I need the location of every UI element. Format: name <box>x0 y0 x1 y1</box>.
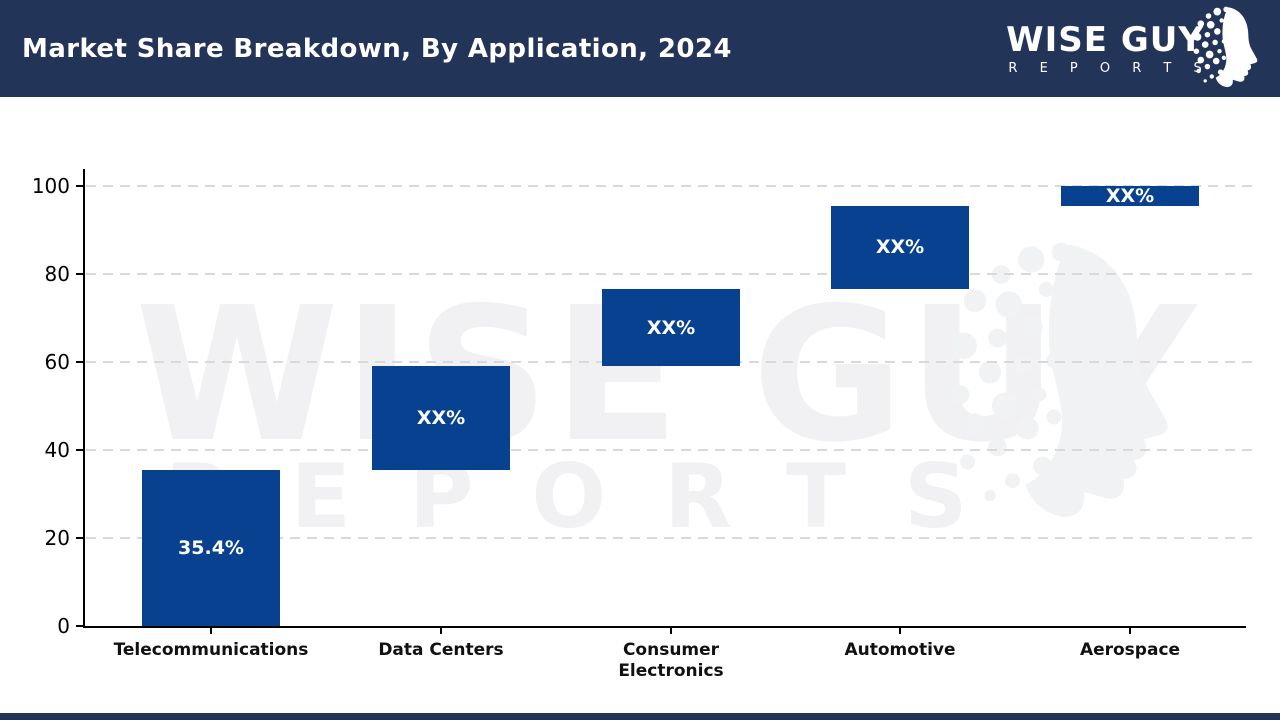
head-profile-icon <box>1193 6 1258 87</box>
header: Market Share Breakdown, By Application, … <box>0 0 1280 97</box>
gridline <box>86 273 1255 275</box>
x-tick-mark <box>210 626 212 634</box>
bar-value-label: XX% <box>416 407 466 430</box>
bar-value-label: 35.4% <box>178 537 244 560</box>
y-tick-label: 40 <box>44 438 70 462</box>
brand-logo-text: WISE GUY R E P O R T S <box>1006 23 1204 75</box>
x-tick-mark <box>670 626 672 634</box>
y-tick-mark <box>76 361 85 363</box>
y-tick-label: 0 <box>57 614 70 638</box>
gridline <box>86 449 1255 451</box>
chart-plot: 0 20 40 60 80 100 35.4% XX% XX% XX% XX% Telecommuni… <box>0 97 1280 713</box>
gridline <box>86 537 1255 539</box>
x-tick-label: Automotive <box>844 640 956 660</box>
x-tick-label: Consumer Electronics <box>618 640 724 681</box>
bar: XX% <box>1061 184 1199 207</box>
watermark-head-icon <box>950 242 1168 517</box>
y-tick-mark <box>76 273 85 275</box>
bar-value-label: XX% <box>875 236 925 259</box>
gridline <box>86 185 1255 187</box>
bar: XX% <box>602 288 740 367</box>
watermark-text-2: REPORTS <box>165 445 1026 548</box>
brand-name: WISE GUY <box>1006 19 1204 60</box>
x-tick-mark <box>440 626 442 634</box>
y-tick-label: 80 <box>44 262 70 286</box>
brand-subname: R E P O R T S <box>1008 60 1211 76</box>
y-tick-mark <box>76 537 85 539</box>
bar: XX% <box>372 366 510 471</box>
page-title: Market Share Breakdown, By Application, … <box>22 33 732 64</box>
y-tick-label: 100 <box>31 174 70 198</box>
y-tick-mark <box>76 625 85 627</box>
x-tick-mark <box>1129 626 1131 634</box>
footer-bar <box>0 713 1280 720</box>
x-tick-label: Data Centers <box>378 640 504 660</box>
bar-value-label: XX% <box>1105 184 1155 207</box>
y-tick-label: 60 <box>44 350 70 374</box>
y-tick-mark <box>76 185 85 187</box>
x-tick-label: Telecommunications <box>113 640 309 660</box>
bar-value-label: XX% <box>646 316 696 339</box>
y-tick-label: 20 <box>44 526 70 550</box>
chart-canvas: WISE GUY REPORTS 0 20 40 60 80 100 35.4% XX% XX%… <box>0 97 1280 713</box>
bar: 35.4% <box>142 470 280 626</box>
y-tick-mark <box>76 449 85 451</box>
x-tick-mark <box>899 626 901 634</box>
x-axis <box>83 626 1246 628</box>
brand-logo: WISE GUY R E P O R T S <box>1006 5 1262 93</box>
bar: XX% <box>831 205 969 289</box>
x-tick-label: Aerospace <box>1079 640 1181 660</box>
y-axis <box>83 169 85 628</box>
